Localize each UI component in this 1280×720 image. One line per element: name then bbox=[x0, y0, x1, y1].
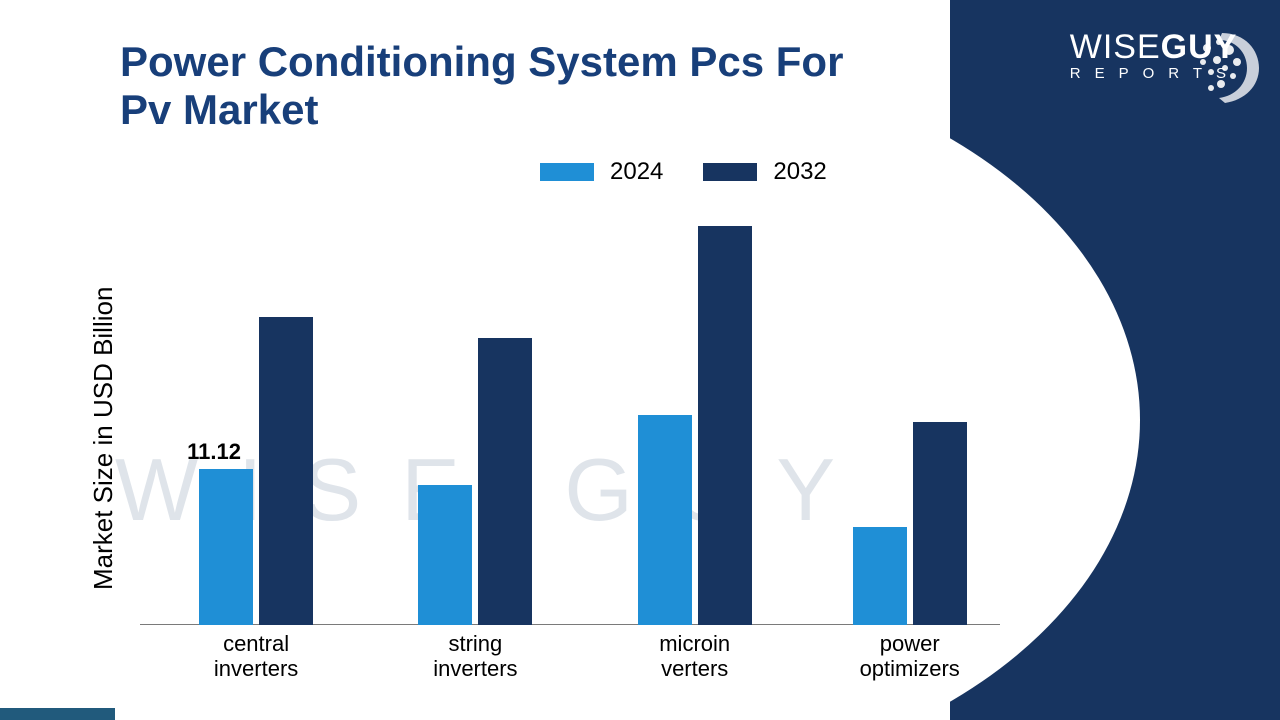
bar-2024 bbox=[853, 527, 907, 625]
legend-swatch-2024 bbox=[540, 163, 594, 181]
legend-label-2032: 2032 bbox=[773, 158, 826, 186]
bar-2032 bbox=[478, 338, 532, 625]
bar-2024 bbox=[418, 485, 472, 625]
bottom-accent-strip bbox=[0, 708, 115, 720]
brand-logo-word2: GUY bbox=[1161, 28, 1238, 66]
bar-2032 bbox=[259, 317, 313, 625]
x-axis-category-label: centralinverters bbox=[166, 631, 346, 682]
x-axis-category-label: stringinverters bbox=[385, 631, 565, 682]
y-axis-label: Market Size in USD Billion bbox=[88, 287, 119, 590]
bar-value-label: 11.12 bbox=[187, 439, 241, 465]
legend-item-2032: 2032 bbox=[703, 158, 826, 186]
brand-logo: WISEGUY REPORTS bbox=[1070, 28, 1240, 82]
legend-swatch-2032 bbox=[703, 163, 757, 181]
bar-2032 bbox=[698, 226, 752, 625]
legend-item-2024: 2024 bbox=[540, 158, 663, 186]
brand-logo-line1: WISEGUY bbox=[1070, 28, 1240, 67]
legend-label-2024: 2024 bbox=[610, 158, 663, 186]
legend: 2024 2032 bbox=[540, 158, 827, 186]
x-axis-category-label: microinverters bbox=[605, 631, 785, 682]
brand-logo-line2: REPORTS bbox=[1070, 65, 1240, 82]
x-axis-category-label: poweroptimizers bbox=[820, 631, 1000, 682]
bar-2024 bbox=[199, 469, 253, 625]
bar-2032 bbox=[913, 422, 967, 625]
plot-area: centralinverters11.12stringinvertersmicr… bbox=[140, 205, 1000, 625]
chart-canvas: WISE GUY REPORTS Power Conditioning Syst… bbox=[0, 0, 1280, 720]
chart-title: Power Conditioning System Pcs For Pv Mar… bbox=[120, 38, 880, 134]
bar-2024 bbox=[638, 415, 692, 625]
brand-logo-word1: WISE bbox=[1070, 28, 1161, 66]
